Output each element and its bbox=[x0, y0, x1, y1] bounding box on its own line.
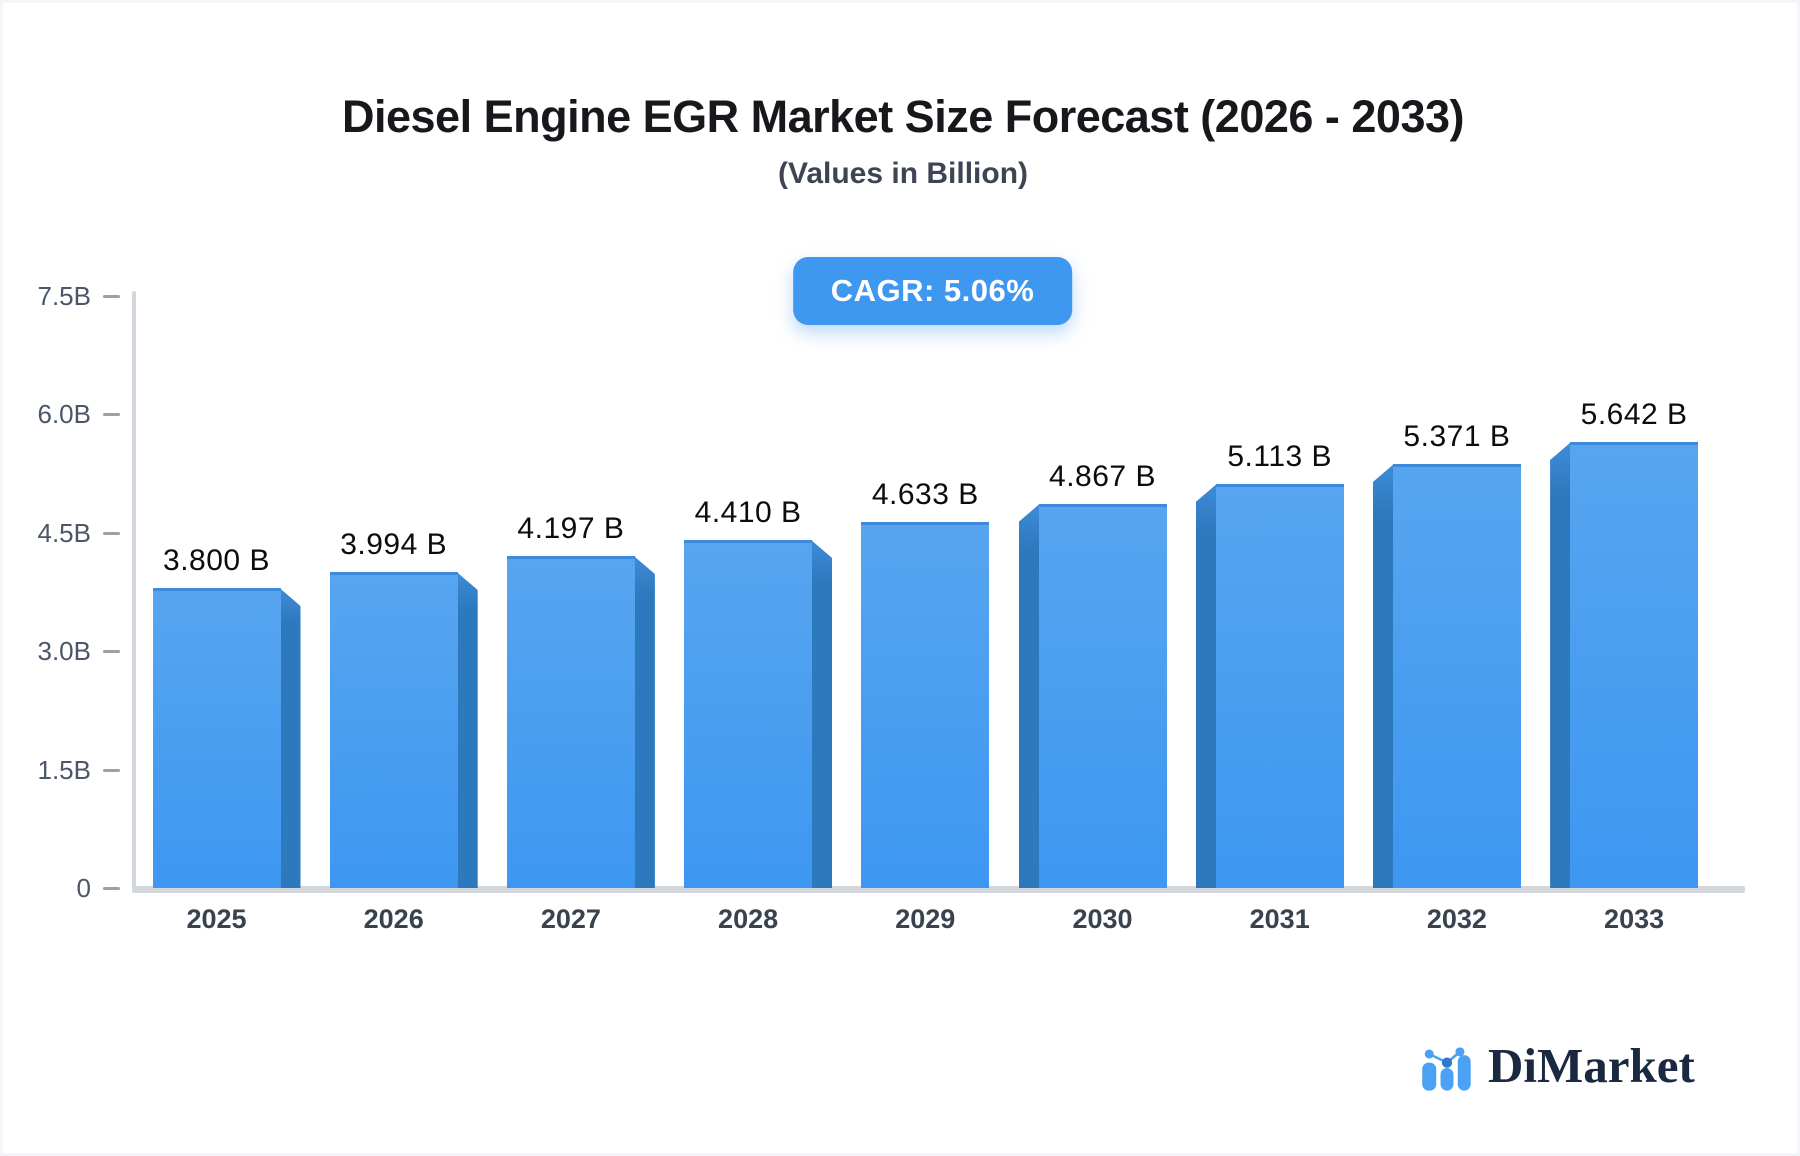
y-axis-tick-label: 7.5B bbox=[37, 280, 92, 311]
x-axis-label: 2029 bbox=[895, 904, 956, 934]
bar-2027 bbox=[506, 556, 635, 888]
bar-2028 bbox=[684, 540, 813, 888]
bar-2029 bbox=[861, 522, 990, 888]
bar-value-label: 4.633 B bbox=[871, 478, 979, 511]
bar-value-label: 5.642 B bbox=[1580, 398, 1688, 431]
bar-value-label: 4.197 B bbox=[517, 512, 625, 545]
bar-side bbox=[1018, 504, 1040, 888]
x-axis-label: 2027 bbox=[540, 904, 601, 934]
bar-value-label: 5.371 B bbox=[1403, 420, 1511, 453]
bar-side bbox=[1195, 484, 1217, 888]
x-axis-label: 2025 bbox=[186, 904, 247, 934]
chart-header: Diesel Engine EGR Market Size Forecast (… bbox=[3, 91, 1797, 191]
x-axis-label: 2026 bbox=[363, 904, 424, 934]
y-axis-tick-label: 1.5B bbox=[37, 754, 92, 785]
y-axis-tick bbox=[103, 413, 120, 416]
x-axis-label: 2028 bbox=[718, 904, 779, 934]
y-axis-tick-label: 3.0B bbox=[37, 636, 92, 666]
bar-value-label: 3.994 B bbox=[340, 528, 448, 561]
bar-side bbox=[1550, 442, 1572, 888]
x-axis-line bbox=[132, 886, 1745, 893]
bar-2030 bbox=[1038, 504, 1167, 888]
bar-chart-logo-icon bbox=[1422, 1047, 1471, 1091]
y-axis-tick bbox=[103, 531, 120, 535]
chart-subtitle: (Values in Billion) bbox=[777, 157, 1029, 190]
x-axis-label: 2031 bbox=[1249, 904, 1310, 934]
x-axis-label: 2030 bbox=[1072, 904, 1133, 934]
x-axis-label: 2033 bbox=[1604, 904, 1665, 934]
bar-side bbox=[279, 588, 301, 888]
bar-value-label: 4.867 B bbox=[1049, 460, 1156, 493]
bar-2031 bbox=[1215, 484, 1344, 888]
bar-2026 bbox=[329, 572, 458, 888]
bar-2032 bbox=[1392, 464, 1521, 888]
bar-2033 bbox=[1570, 442, 1699, 888]
bar-side bbox=[1372, 464, 1394, 888]
bar-value-label: 3.800 B bbox=[163, 544, 270, 577]
cagr-badge: CAGR: 5.06% bbox=[792, 257, 1073, 325]
y-axis-tick-label: 6.0B bbox=[37, 399, 92, 429]
bar-value-label: 4.410 B bbox=[694, 496, 802, 529]
y-axis-tick bbox=[103, 768, 120, 772]
bar-value-label: 5.113 B bbox=[1227, 440, 1333, 473]
chart-title: Diesel Engine EGR Market Size Forecast (… bbox=[342, 91, 1464, 142]
y-axis-line bbox=[132, 291, 136, 891]
brand-logo: DiMarket bbox=[1419, 1041, 1695, 1091]
y-axis-tick-label: 4.5B bbox=[37, 517, 92, 548]
y-axis-tick bbox=[103, 650, 120, 653]
bar-side bbox=[633, 556, 655, 888]
bar-side bbox=[811, 540, 833, 888]
brand-name: DiMarket bbox=[1488, 1038, 1695, 1093]
bar-side bbox=[456, 572, 478, 888]
y-axis-tick bbox=[103, 294, 120, 298]
y-axis-tick-label: 0 bbox=[76, 873, 91, 903]
bar-2025 bbox=[152, 588, 281, 888]
x-axis-label: 2032 bbox=[1426, 904, 1487, 934]
y-axis-tick bbox=[103, 887, 120, 890]
